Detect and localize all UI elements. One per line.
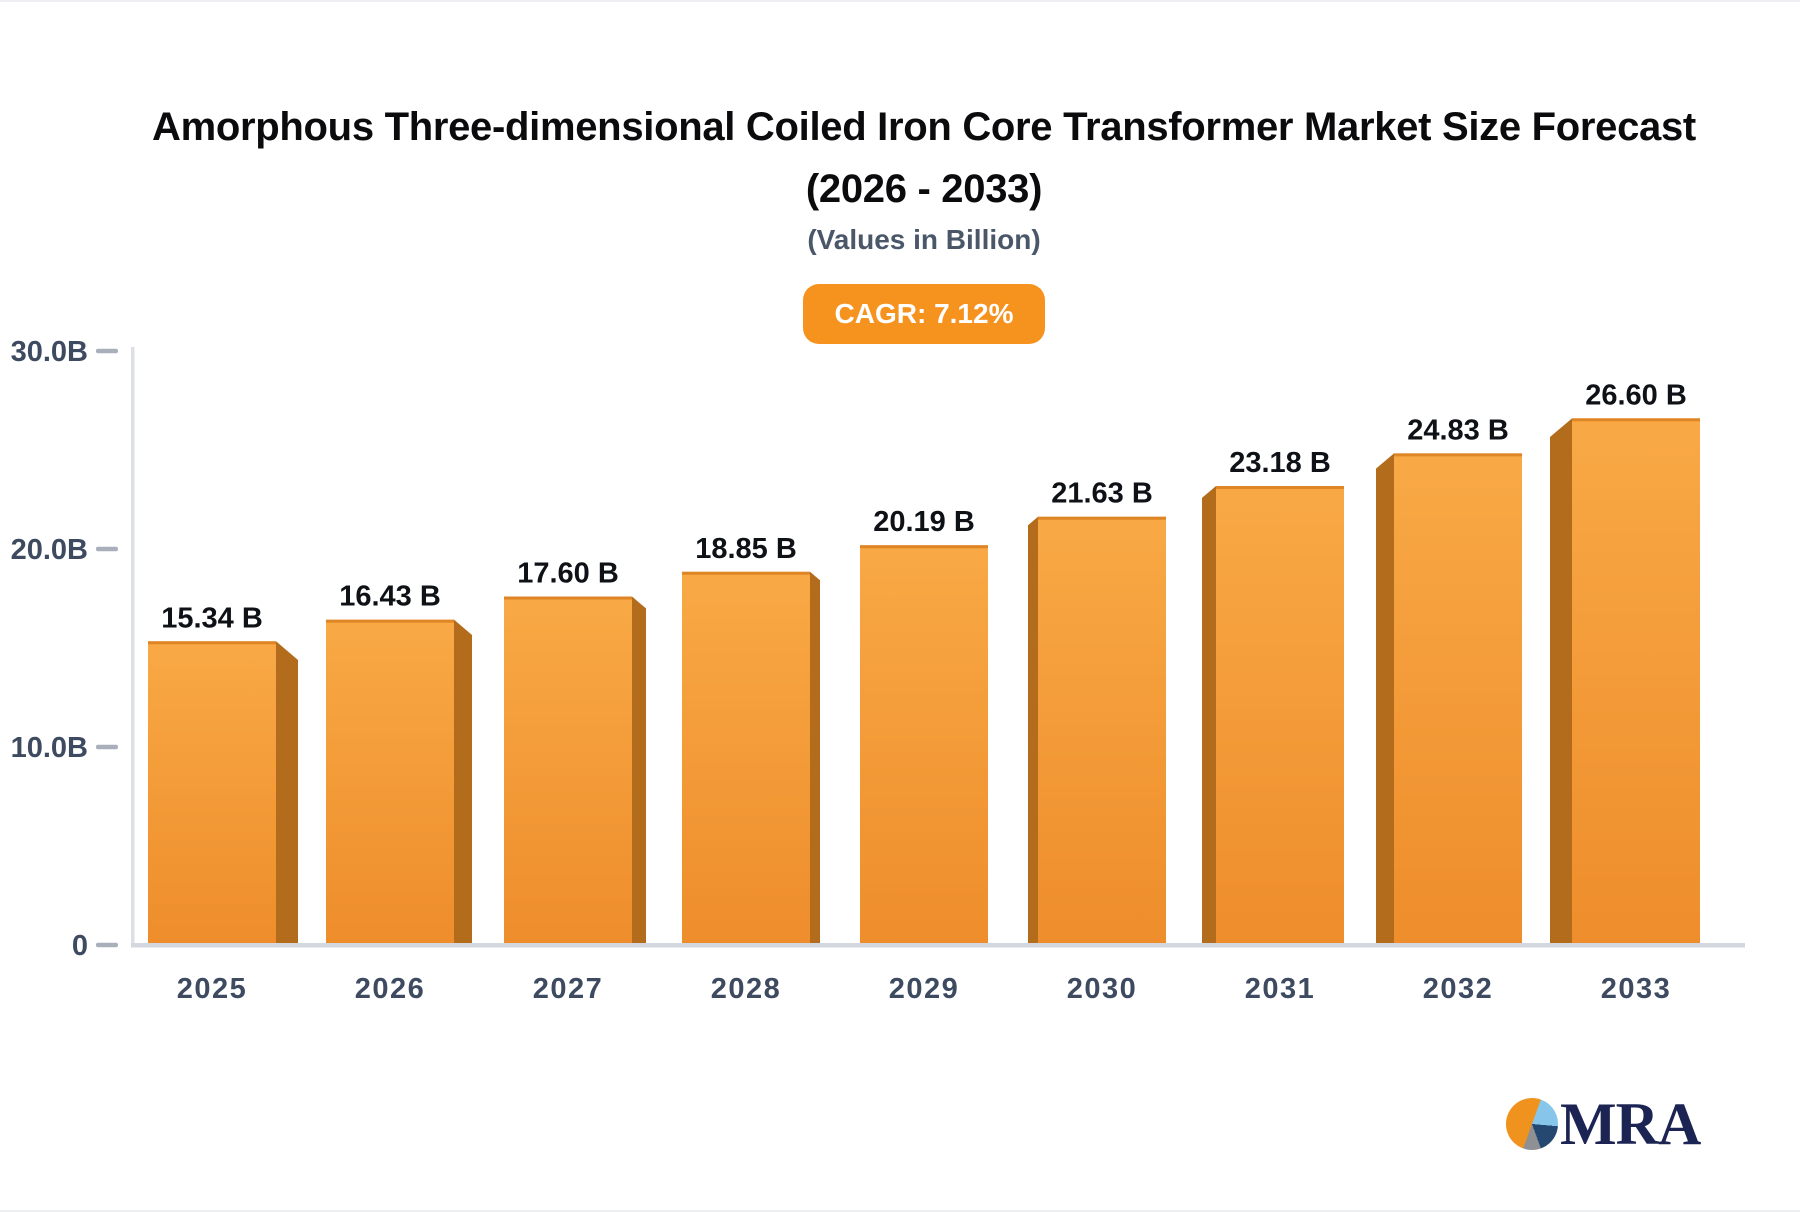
x-category-label-2032: 2032: [1423, 973, 1494, 1005]
chart-subtitle: (Values in Billion): [807, 224, 1041, 255]
bar-value-label-2026: 16.43 B: [339, 581, 441, 613]
bar-value-label-2031: 23.18 B: [1229, 447, 1331, 479]
bar-value-label-2030: 21.63 B: [1051, 478, 1153, 510]
pie-chart-logo-icon: [1506, 1098, 1558, 1150]
x-category-label-2029: 2029: [889, 973, 960, 1005]
cagr-badge: CAGR: 7.12%: [802, 284, 1046, 344]
bar-top-rim: [148, 641, 276, 645]
x-category-label-2031: 2031: [1245, 973, 1316, 1005]
bar-side-face-2026: [454, 619, 472, 945]
bar-2033: [1572, 418, 1700, 945]
x-category-label-2033: 2033: [1601, 973, 1672, 1005]
bar-top-rim: [1394, 453, 1522, 457]
bar-top-rim: [1038, 516, 1166, 520]
bar-2030: [1038, 516, 1166, 945]
chart-header: Amorphous Three-dimensional Coiled Iron …: [24, 2, 1800, 344]
bar-side-face-2030: [1028, 516, 1038, 945]
bar-2029: [860, 545, 988, 945]
chart-title-line1: Amorphous Three-dimensional Coiled Iron …: [152, 105, 1696, 149]
y-tick-mark: [96, 348, 118, 354]
bar-side-face-2032: [1376, 453, 1394, 945]
x-category-label-2025: 2025: [177, 973, 248, 1005]
bar-value-label-2028: 18.85 B: [695, 533, 797, 565]
brand-logo-text: MRA: [1560, 1091, 1701, 1157]
y-tick-label: 0: [72, 930, 88, 962]
x-category-label-2027: 2027: [533, 973, 604, 1005]
chart-title-line2: (2026 - 2033): [805, 167, 1043, 211]
bar-top-rim: [1572, 418, 1700, 422]
bar-value-label-2027: 17.60 B: [517, 558, 619, 590]
bar-2032: [1394, 453, 1522, 945]
bar-side-face-2027: [632, 596, 646, 945]
bar-2025: [148, 641, 276, 945]
bar-value-label-2025: 15.34 B: [161, 602, 263, 634]
y-axis-line: [131, 347, 135, 945]
bar-2026: [326, 619, 454, 945]
bar-value-label-2029: 20.19 B: [873, 506, 975, 538]
bar-value-label-2033: 26.60 B: [1585, 379, 1687, 411]
bar-top-rim: [1216, 486, 1344, 490]
bar-2028: [682, 571, 810, 945]
x-axis-line: [131, 943, 1745, 948]
y-tick-label: 30.0B: [11, 336, 88, 368]
x-category-label-2026: 2026: [355, 973, 426, 1005]
bar-2027: [504, 596, 632, 945]
y-tick-mark: [96, 546, 118, 552]
bar-top-rim: [860, 545, 988, 549]
brand-logo: MRA: [1506, 1091, 1701, 1157]
y-tick-mark: [96, 744, 118, 750]
y-tick-label: 20.0B: [11, 534, 88, 566]
y-tick-label: 10.0B: [11, 732, 88, 764]
x-category-label-2030: 2030: [1067, 973, 1138, 1005]
bar-2031: [1216, 486, 1344, 945]
bar-side-face-2033: [1550, 418, 1572, 945]
bar-top-rim: [326, 619, 454, 623]
x-category-label-2028: 2028: [711, 973, 782, 1005]
bar-value-label-2032: 24.83 B: [1407, 414, 1509, 446]
bar-side-face-2025: [276, 641, 298, 945]
bar-top-rim: [682, 571, 810, 575]
bar-top-rim: [504, 596, 632, 600]
bar-side-face-2028: [810, 571, 820, 945]
bar-side-face-2031: [1202, 486, 1216, 945]
y-tick-mark: [96, 942, 118, 948]
